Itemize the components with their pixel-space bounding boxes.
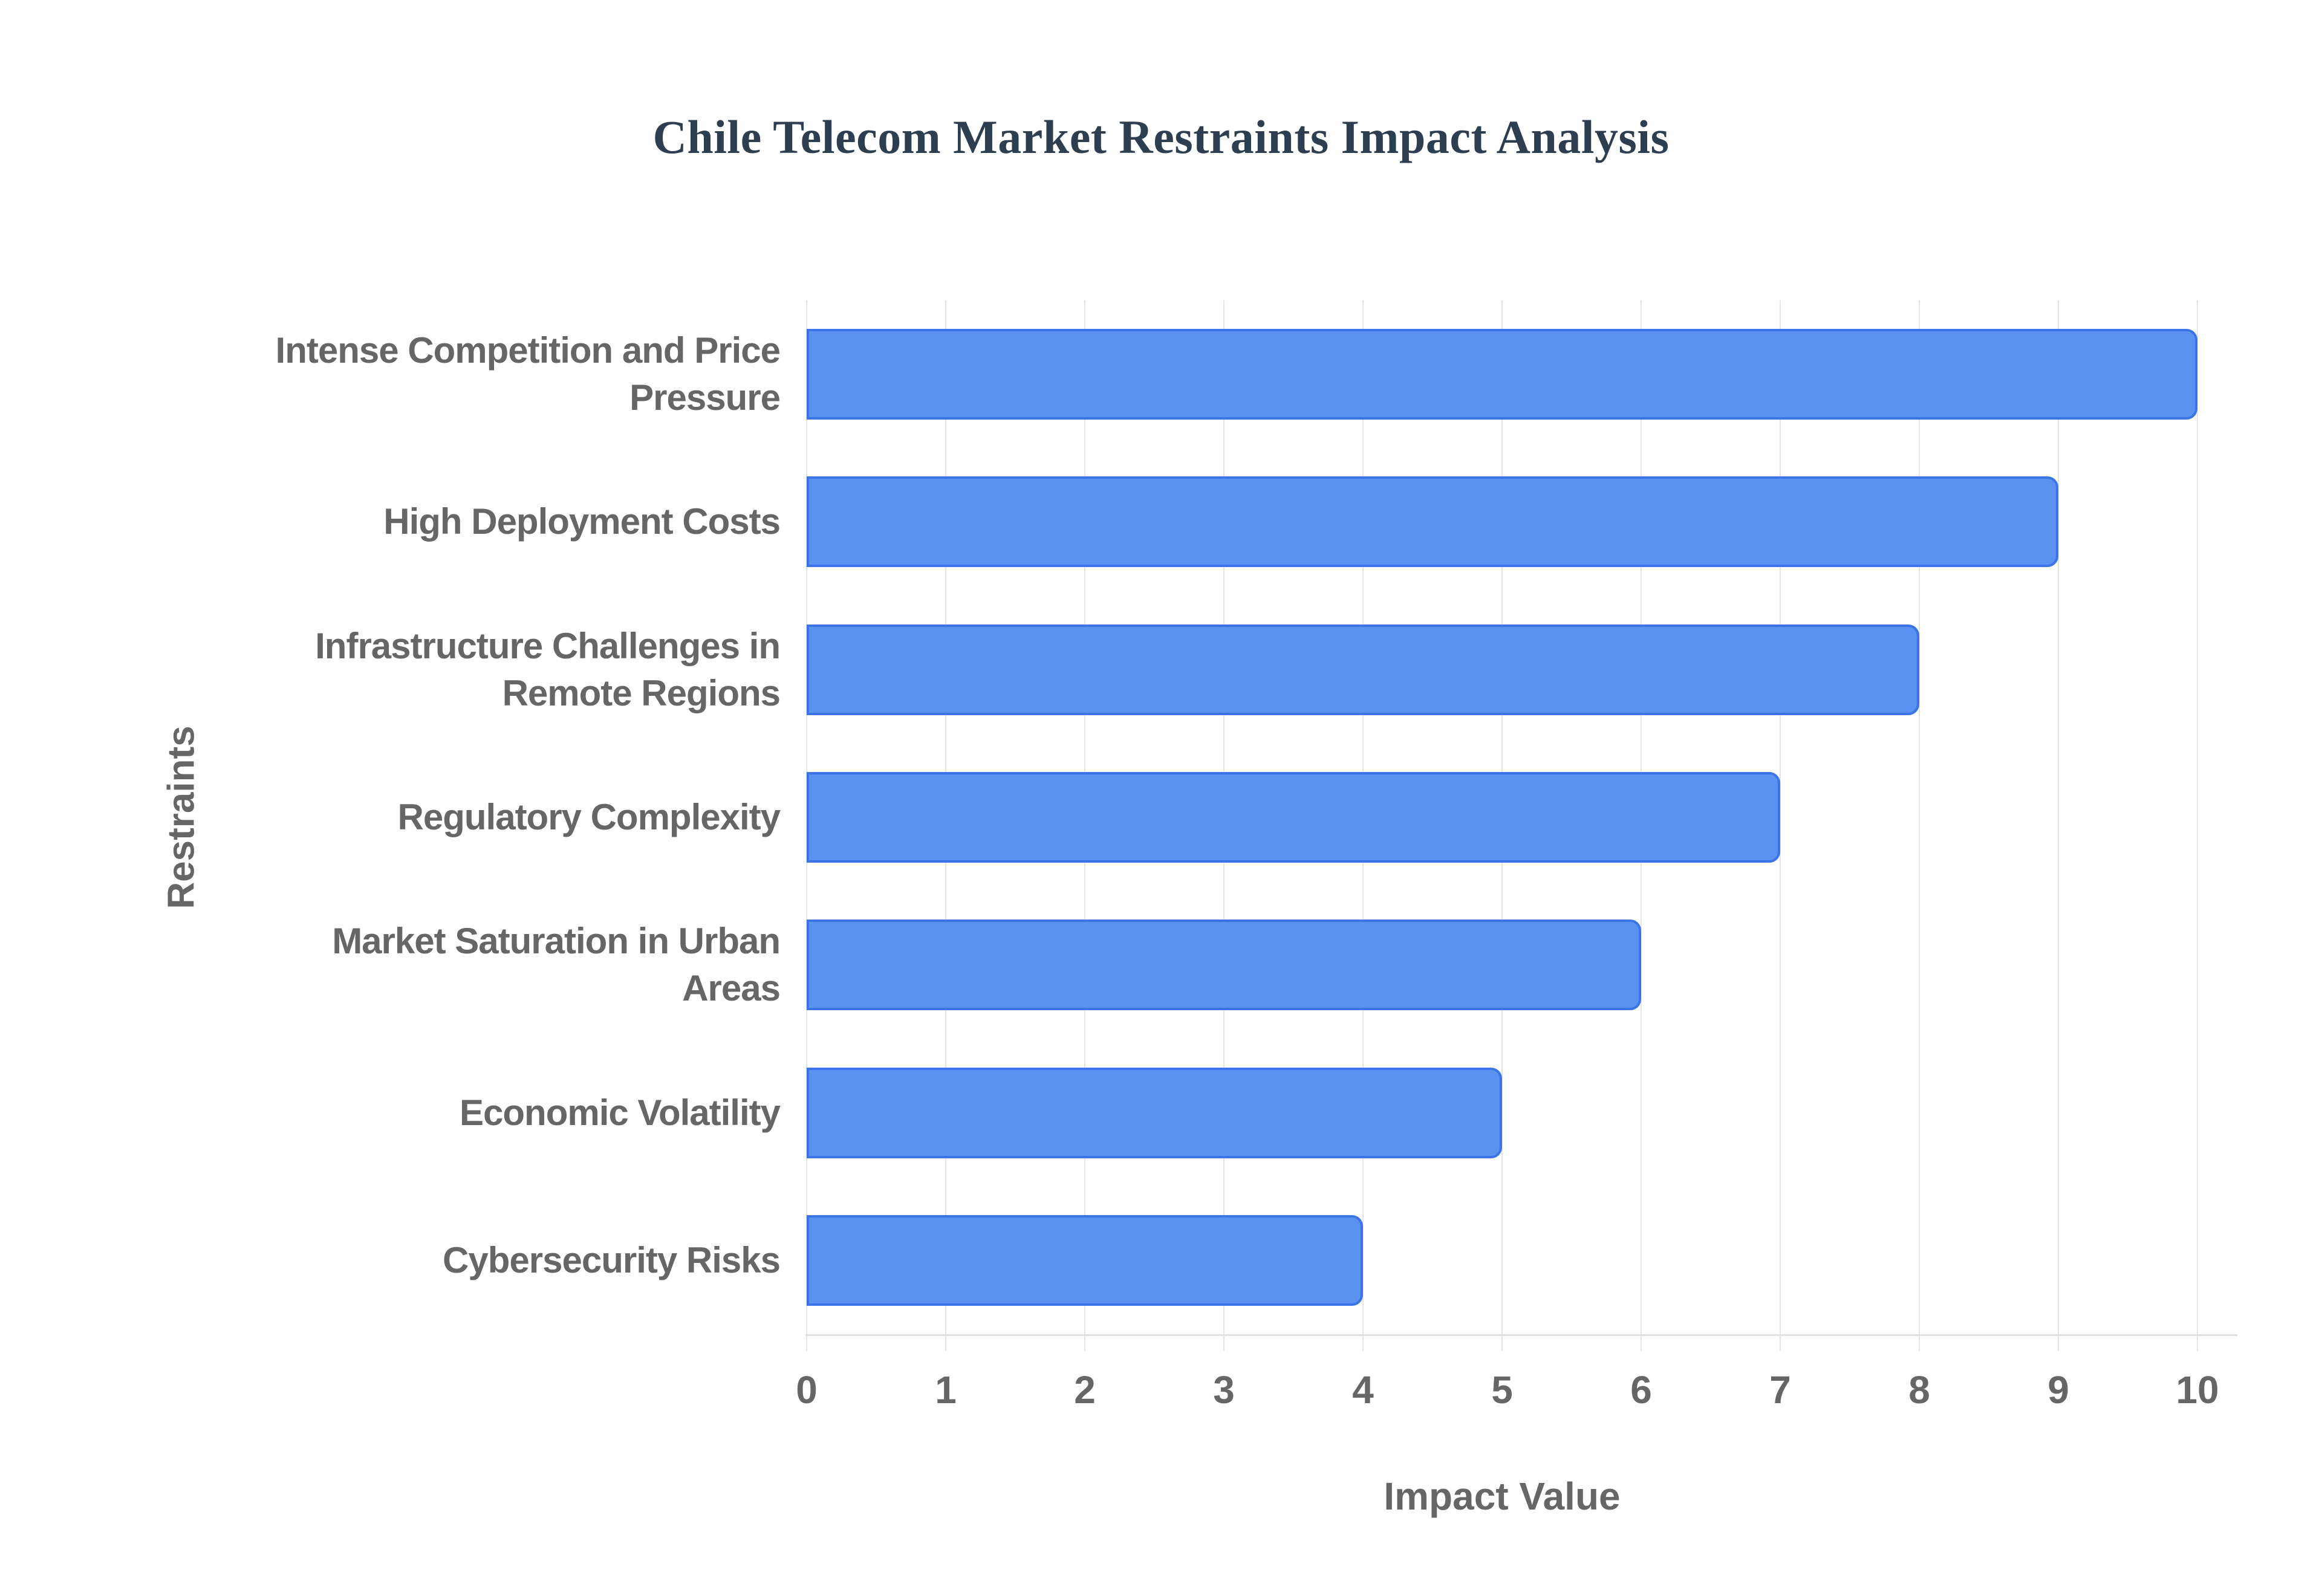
category-label-column: Intense Competition and Price Pressure Hig… <box>175 300 781 1334</box>
bar-3[interactable] <box>807 772 1780 863</box>
gridline <box>1919 300 1920 1351</box>
x-tick-label: 1 <box>935 1368 957 1412</box>
bar-0[interactable] <box>807 329 2197 420</box>
x-tick-label: 3 <box>1213 1368 1235 1412</box>
gridline <box>2197 300 2198 1351</box>
bar-2[interactable] <box>807 624 1919 715</box>
category-label: Regulatory Complexity <box>397 796 781 837</box>
x-axis-line <box>805 1334 2237 1336</box>
x-tick-label: 4 <box>1352 1368 1374 1412</box>
x-tick-label: 2 <box>1074 1368 1096 1412</box>
bar-6[interactable] <box>807 1215 1363 1306</box>
plot-area <box>805 300 2237 1351</box>
category-label: Infrastructure Challenges in Remote Regio… <box>315 625 781 713</box>
category-label: Intense Competition and Price Pressure <box>275 330 781 418</box>
category-label: Cybersecurity Risks <box>443 1239 781 1280</box>
category-label: High Deployment Costs <box>383 501 781 542</box>
gridline <box>1780 300 1781 1351</box>
x-axis-title: Impact Value <box>1384 1474 1621 1518</box>
category-label: Economic Volatility <box>460 1092 781 1133</box>
bar-4[interactable] <box>807 920 1641 1011</box>
x-tick-label: 7 <box>1769 1368 1791 1412</box>
x-tick-label: 10 <box>2176 1368 2219 1412</box>
bar-5[interactable] <box>807 1067 1502 1158</box>
x-tick-label: 8 <box>1908 1368 1930 1412</box>
x-tick-label: 6 <box>1630 1368 1652 1412</box>
x-tick-label: 5 <box>1491 1368 1513 1412</box>
x-tick-row: 0 1 2 3 4 5 6 7 8 9 10 <box>796 1367 2219 1422</box>
x-tick-label: 9 <box>2047 1368 2069 1412</box>
gridline <box>2058 300 2059 1351</box>
chart-title: Chile Telecom Market Restraints Impact A… <box>652 111 1670 163</box>
bar-1[interactable] <box>807 476 2058 568</box>
category-label: Market Saturation in Urban Areas <box>332 921 781 1009</box>
x-tick-label: 0 <box>796 1368 818 1412</box>
